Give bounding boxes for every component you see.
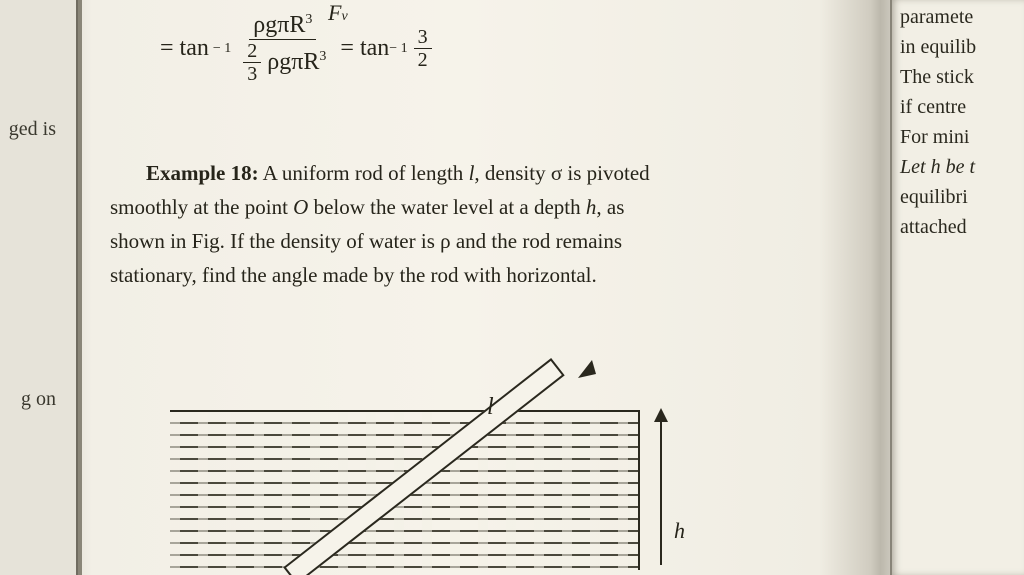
right-column: paramete in equilib The stick if centre … [890,0,1024,575]
inv1: − 1 [213,41,231,57]
ex-l2a: smoothly at the point [110,195,293,219]
equation-block: = tan − 1 ρgπR3 2 3 ρgπR3 [160,12,436,85]
example-l4: stationary, find the angle made by the r… [110,258,884,292]
example-label: Example 18: [146,161,259,185]
rc-2: in equilib [900,36,976,59]
ex-l1b: , density σ is pivoted [474,161,649,185]
numA: ρgπR [253,12,305,38]
main-content: Fv = tan − 1 ρgπR3 2 3 [90,0,884,575]
gutter-shadow [78,0,82,575]
h-label: h [674,518,685,544]
rc-4: if centre [900,96,966,119]
left-gutter: ged is g on [0,0,78,575]
bigfrac-num: ρgπR3 [249,12,316,40]
rc-5: For mini [900,126,969,149]
ex-O: O [293,195,308,219]
rhs-num: 3 [414,26,432,49]
figure: l h [170,370,690,570]
rc-3: The stick [900,66,974,89]
inv2: − 1 [389,41,407,57]
rod-arrow-icon [572,356,612,396]
example-l3: shown in Fig. If the density of water is… [110,224,884,258]
ex-l2b: below the water level at a depth [308,195,586,219]
ex-l1a: A uniform rod of length [259,161,469,185]
denA-text: ρgπR [267,49,319,75]
den3: 3 [243,63,261,85]
page-surface: ged is g on paramete in equilib The stic… [0,0,1024,575]
two-thirds: 2 3 [243,40,261,85]
tan2: tan [360,35,389,62]
denA-cubed: 3 [319,49,326,64]
ex-l2c: , as [596,195,624,219]
example-para: Example 18: A uniform rod of length l, d… [146,156,884,190]
rc-6: Let h be t [900,156,975,179]
eq1: = [160,35,174,62]
rc-8: attached [900,216,967,239]
bigfrac-den: 2 3 ρgπR3 [235,40,330,85]
num2: 2 [243,40,261,63]
big-frac: ρgπR3 2 3 ρgπR3 [235,12,330,85]
numA-cubed: 3 [305,12,312,27]
three-halves: 3 2 [414,26,432,71]
equation-row: = tan − 1 ρgπR3 2 3 ρgπR3 [160,12,436,85]
rc-7: equilibri [900,186,968,209]
denA-tail: ρgπR3 [267,49,326,76]
rhs-den: 2 [414,49,432,71]
left-frag-2: g on [21,388,56,411]
ex-h: h [586,195,597,219]
example-l2: smoothly at the point O below the water … [110,190,884,224]
eq2: = [340,35,354,62]
left-frag-1: ged is [9,118,56,141]
l-label: l [487,394,494,421]
h-arrow [660,410,662,565]
rc-1: paramete [900,6,973,29]
tan1: tan [180,35,209,62]
